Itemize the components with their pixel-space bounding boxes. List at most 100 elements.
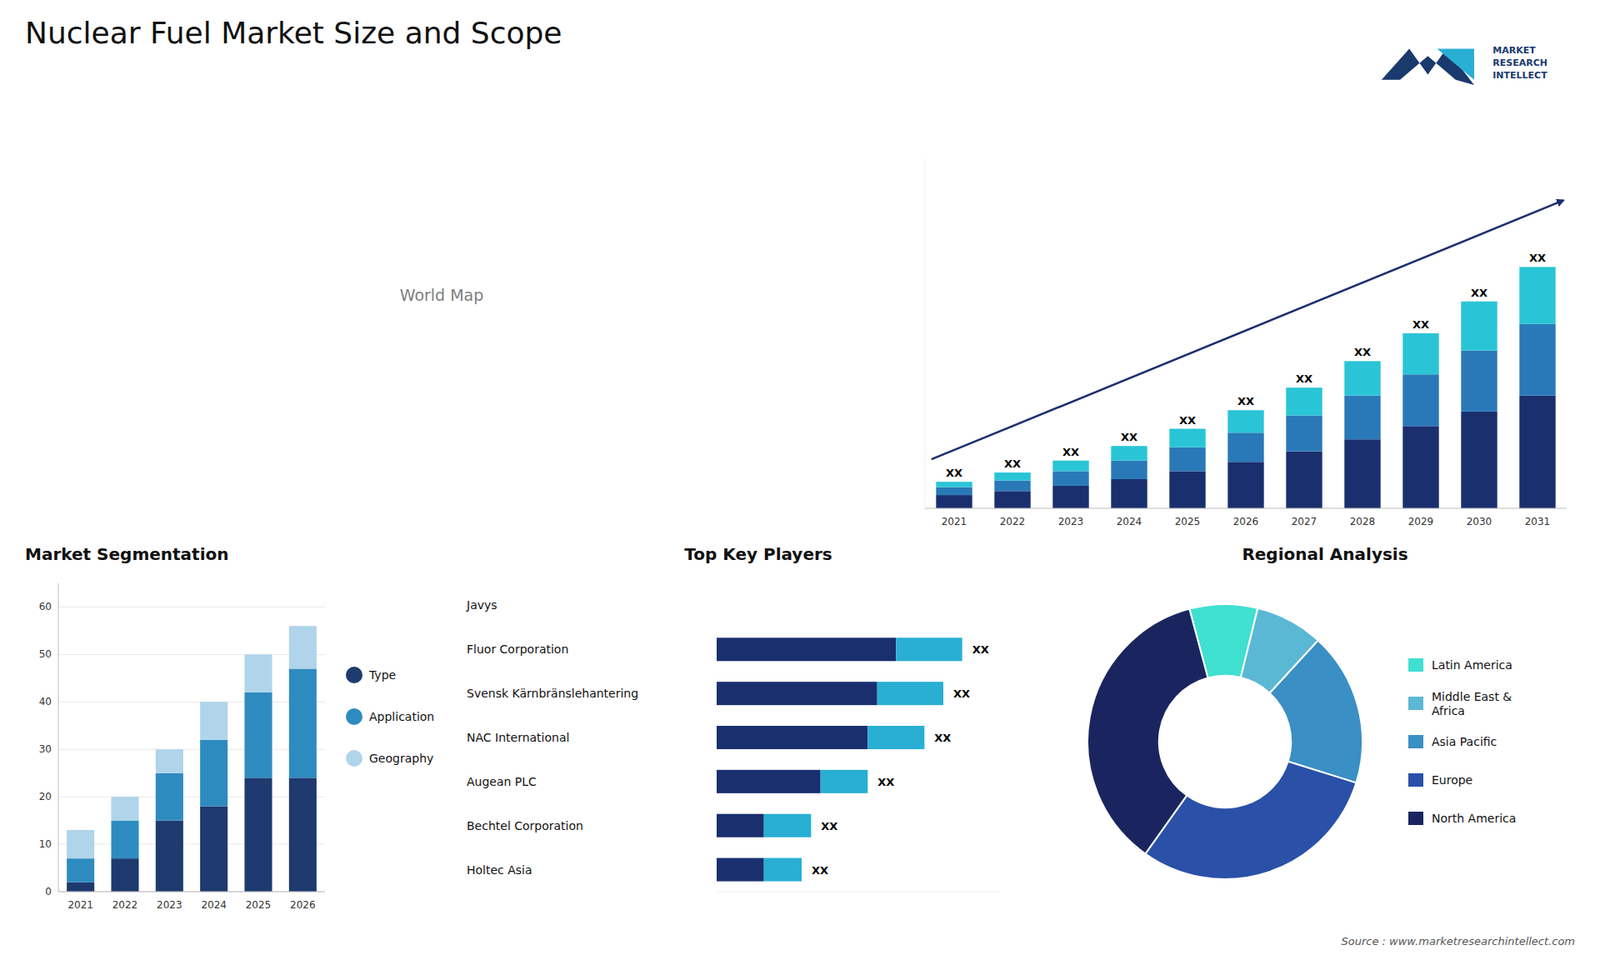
x-tick-label: 2026	[1233, 515, 1260, 528]
bar-segment	[716, 637, 896, 661]
bar-segment	[1519, 395, 1555, 509]
bar-segment	[110, 858, 139, 892]
logo-mark	[1381, 49, 1475, 85]
legend-label: Latin America	[1431, 658, 1513, 672]
grid-line	[58, 606, 325, 608]
x-tick-label: 2023	[1058, 515, 1085, 528]
grid-line	[58, 844, 325, 845]
bar-segment	[200, 740, 228, 807]
y-tick-label: 0	[45, 885, 52, 898]
bar-segment	[935, 495, 972, 509]
bar-segment	[1460, 350, 1497, 412]
grid-line	[58, 654, 325, 655]
x-axis-line	[58, 891, 325, 893]
legend-swatch	[1408, 658, 1424, 672]
legend-label: North America	[1431, 811, 1516, 825]
bar-segment	[716, 681, 878, 705]
legend-label: Asia Pacific	[1431, 735, 1497, 749]
bar-segment	[1460, 301, 1497, 351]
grid-line	[58, 891, 325, 893]
bar-segment	[200, 701, 228, 740]
bar-segment	[66, 882, 95, 892]
chart-title: Regional Analysis	[1241, 544, 1408, 565]
bar-segment	[1227, 461, 1264, 509]
bar-total-label: XX	[1120, 430, 1138, 444]
chart-title: Top Key Players	[684, 544, 832, 565]
bar-segment	[1344, 395, 1380, 440]
legend-swatch	[345, 708, 363, 725]
x-tick-label: 2022	[112, 899, 139, 911]
y-tick-label: 30	[39, 743, 52, 755]
x-tick-label: 2024	[1116, 515, 1143, 528]
bar-segment	[935, 487, 972, 496]
legend-swatch	[1408, 696, 1424, 710]
bar-segment	[820, 770, 869, 794]
bar-segment	[110, 796, 139, 820]
legend-swatch	[1408, 735, 1424, 749]
y-tick-label: 10	[39, 838, 52, 850]
bar-total-label: XX	[1179, 414, 1196, 427]
logo-text-line: RESEARCH	[1492, 57, 1548, 69]
bar-segment	[1052, 470, 1089, 486]
x-tick-label: 2029	[1408, 515, 1435, 528]
logo-accent	[1437, 49, 1475, 80]
bar-total-label: XX	[945, 466, 963, 480]
infographic: Nuclear Fuel Market Size and ScopeMARKET…	[0, 0, 1600, 955]
bar-segment	[244, 692, 272, 778]
logo-text-line: INTELLECT	[1492, 70, 1548, 81]
x-tick-label: 2023	[156, 899, 183, 911]
bar-total-label: XX	[1529, 251, 1546, 265]
y-tick-label: Javys	[465, 598, 498, 612]
bar-segment	[764, 858, 802, 882]
bar-segment	[1110, 445, 1147, 461]
legend-swatch	[1408, 773, 1424, 787]
bar-segment	[289, 668, 317, 778]
bar-segment	[716, 770, 821, 794]
bar-segment	[1227, 432, 1264, 462]
bar-segment	[867, 725, 925, 750]
y-axis-line	[925, 158, 926, 509]
bar-segment	[895, 637, 962, 661]
pie-slice	[1087, 609, 1209, 855]
legend-label: Europe	[1431, 773, 1473, 787]
bar-segment	[155, 773, 184, 821]
y-axis-line	[58, 583, 60, 892]
bar-segment	[1052, 485, 1089, 509]
chart-title: Market Segmentation	[25, 544, 230, 565]
bars	[66, 625, 317, 892]
trend-arrow	[931, 200, 1564, 460]
bar-segment	[1169, 429, 1205, 448]
legend-label: Application	[369, 710, 435, 724]
legend-label: Type	[368, 668, 396, 682]
bar-segment	[994, 472, 1030, 481]
background	[0, 0, 1600, 955]
bar-total-label: XX	[1470, 286, 1488, 300]
bar-segment	[1227, 410, 1264, 433]
bar-segment	[1344, 360, 1380, 395]
bar-segment	[1285, 387, 1322, 415]
bar-total-label: XX	[877, 775, 895, 789]
legend-label: Middle East &Africa	[1431, 690, 1512, 718]
y-tick-label: Holtec Asia	[466, 863, 533, 877]
x-tick-label: 2021	[67, 899, 94, 911]
bar-segment	[1169, 470, 1205, 509]
bar-segment	[1402, 374, 1439, 426]
bar-segment	[289, 777, 317, 892]
y-tick-label: Bechtel Corporation	[466, 819, 584, 833]
legend-label-line: Middle East &	[1431, 690, 1512, 704]
bar-total-label: XX	[934, 731, 951, 745]
y-tick-label: Svensk Kärnbränslehantering	[466, 686, 639, 700]
grid-line	[58, 749, 325, 750]
legend-label: Geography	[369, 751, 434, 765]
bar-total-label: XX	[1412, 318, 1430, 331]
bar-segment	[1519, 266, 1555, 324]
legend-swatch	[345, 750, 363, 767]
legend-swatch	[1408, 811, 1424, 825]
pie-slice	[1145, 761, 1356, 880]
bar-total-label: XX	[1295, 372, 1313, 385]
bar-segment	[1110, 460, 1147, 480]
logo-text-line: MARKET	[1492, 45, 1536, 56]
bar-segment	[1402, 333, 1439, 375]
bar-segment	[1402, 425, 1439, 509]
bar-segment	[1285, 451, 1322, 509]
